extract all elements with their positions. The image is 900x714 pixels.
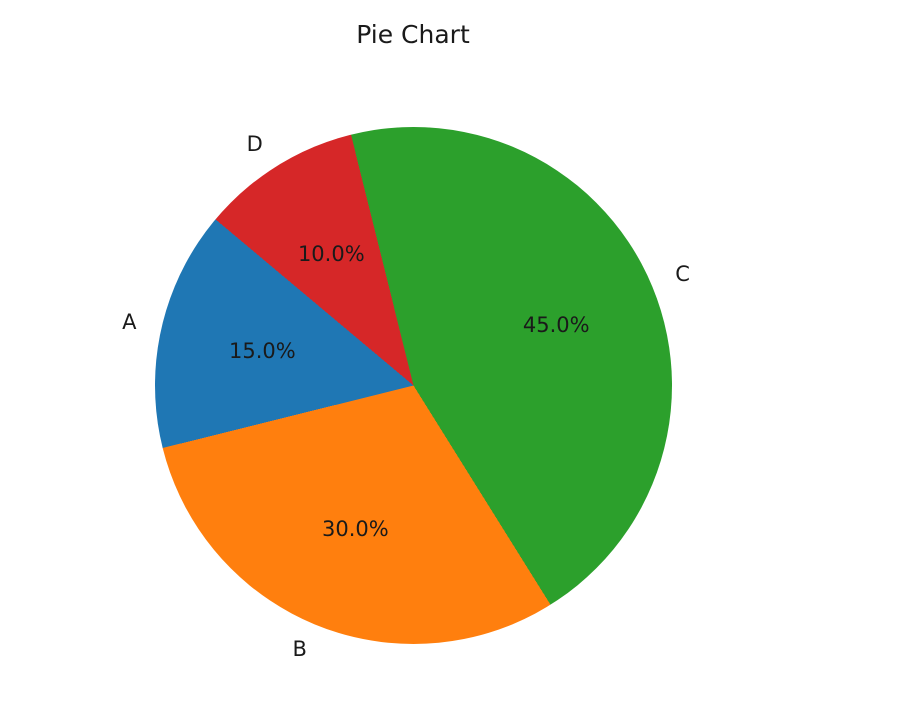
pct-label-a: 15.0%: [229, 338, 296, 363]
pct-label-d: 10.0%: [297, 241, 365, 266]
pie-chart: [155, 127, 672, 644]
slice-label-c: C: [675, 262, 690, 287]
pct-label-b: 30.0%: [322, 517, 389, 542]
slice-label-d: D: [246, 132, 263, 157]
pct-label-c: 45.0%: [522, 312, 590, 337]
chart-title: Pie Chart: [356, 20, 470, 49]
slice-label-a: A: [122, 309, 137, 334]
slice-label-b: B: [292, 637, 307, 662]
